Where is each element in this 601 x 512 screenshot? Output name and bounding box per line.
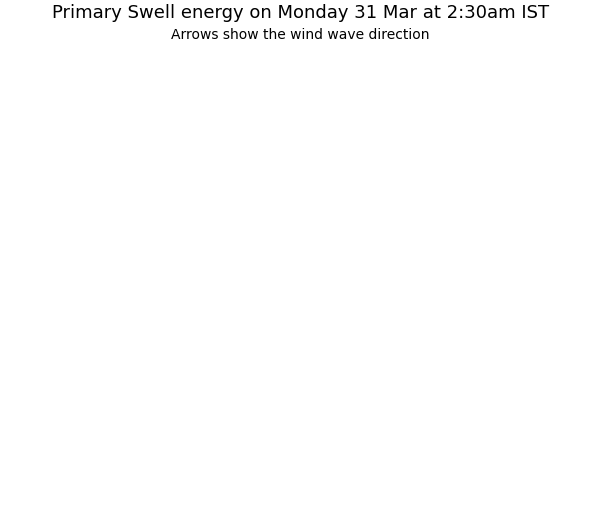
Text: Primary Swell energy on Monday 31 Mar at 2:30am IST: Primary Swell energy on Monday 31 Mar at… [52,4,549,22]
Text: Arrows show the wind wave direction: Arrows show the wind wave direction [171,28,430,41]
